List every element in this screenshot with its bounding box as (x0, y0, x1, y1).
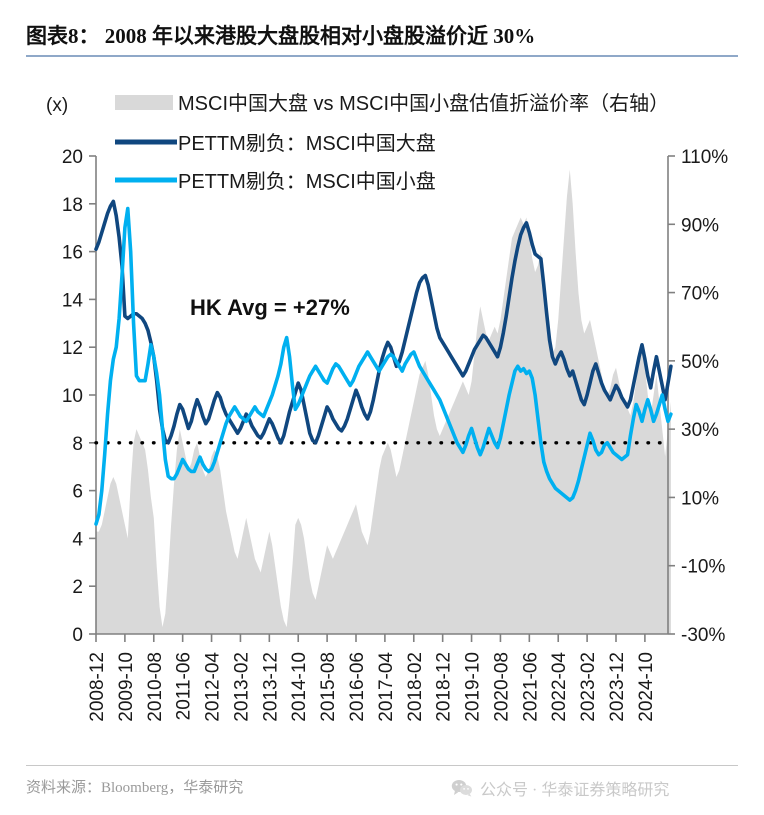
y2-axis-tick-label: -10% (681, 557, 725, 578)
x-axis-tick-label: 2023-02 (578, 652, 599, 722)
y-axis-tick-label: 12 (62, 338, 83, 359)
x-axis-tick-label: 2010-08 (145, 652, 166, 722)
annotation-hk-avg: HK Avg = +27% (190, 295, 350, 320)
page-title: 图表8： 2008 年以来港股大盘股相对小盘股溢价近 30% (26, 24, 536, 48)
x-axis-tick-label: 2023-12 (607, 652, 628, 722)
y-axis-tick-label: 4 (72, 529, 83, 550)
footer: 资料来源：Bloomberg，华泰研究 公众号 · 华泰证券策略研究 (26, 774, 738, 804)
y-unit-label: (x) (46, 95, 68, 116)
x-axis-tick-label: 2014-10 (289, 652, 310, 722)
x-axis-tick-label: 2020-08 (491, 652, 512, 722)
watermark: 公众号 · 华泰证券策略研究 (451, 776, 669, 800)
title-divider (26, 55, 738, 57)
y2-axis-tick-label: 10% (681, 488, 719, 509)
x-axis-tick-label: 2022-04 (549, 652, 570, 722)
legend-label: PETTM剔负：MSCI中国大盘 (178, 132, 436, 155)
y-axis-tick-label: 20 (62, 147, 83, 168)
x-axis-tick-label: 2021-06 (520, 652, 541, 722)
y-axis-tick-label: 16 (62, 243, 83, 264)
area-premium-discount (96, 169, 671, 634)
x-axis-tick-label: 2019-10 (463, 652, 484, 722)
y-axis-tick-label: 8 (72, 434, 83, 455)
x-axis-tick-label: 2018-02 (405, 652, 426, 722)
footer-divider (26, 765, 738, 766)
y2-axis-tick-label: 30% (681, 420, 719, 441)
watermark-text: 公众号 · 华泰证券策略研究 (480, 782, 670, 799)
legend-label: PETTM剔负：MSCI中国小盘 (178, 170, 436, 193)
x-axis-tick-label: 2012-04 (203, 652, 224, 722)
x-axis-tick-label: 2016-06 (347, 652, 368, 722)
y-axis-tick-label: 0 (72, 625, 83, 646)
wechat-icon (451, 779, 473, 797)
y2-axis-tick-label: 110% (681, 147, 728, 168)
x-axis-tick-label: 2013-02 (231, 652, 252, 722)
series-line-small-cap (94, 206, 673, 526)
x-axis-tick-label: 2018-12 (434, 652, 455, 722)
legend-label: MSCI中国大盘 vs MSCI中国小盘估值折溢价率（右轴） (178, 92, 669, 115)
line-area-chart: 0 2 4 6 8 10 12 14 16 18 20 -30% -10% 10% 30% 50% 70% 90%… (46, 92, 728, 722)
x-axis-tick-label: 2011-06 (174, 652, 195, 720)
y2-axis-tick-label: 50% (681, 352, 719, 373)
x-axis-tick-label: 2008-12 (87, 652, 108, 722)
source-text: 资料来源：Bloomberg，华泰研究 (26, 780, 244, 796)
y2-axis-tick-label: -30% (681, 625, 725, 646)
x-axis-tick-label: 2024-10 (636, 652, 657, 722)
y-axis-tick-label: 2 (72, 577, 83, 598)
x-axis-tick-label: 2017-04 (376, 652, 397, 722)
x-axis-tick-label: 2013-12 (260, 652, 281, 722)
y2-axis-tick-label: 70% (681, 284, 719, 305)
chart-container: 0 2 4 6 8 10 12 14 16 18 20 -30% -10% 10% 30% 50% 70% 90%… (0, 78, 764, 768)
y2-axis-tick-label: 90% (681, 215, 719, 236)
x-axis-tick-label: 2009-10 (116, 652, 137, 722)
series-line-large-cap (94, 199, 673, 445)
title-block: 图表8： 2008 年以来港股大盘股相对小盘股溢价近 30% (26, 22, 742, 57)
x-axis-tick-label: 2015-08 (318, 652, 339, 722)
y-axis-tick-label: 10 (62, 386, 83, 407)
y-axis-tick-label: 14 (62, 290, 84, 311)
legend-swatch-area (115, 95, 173, 110)
y-axis-tick-label: 6 (72, 482, 83, 503)
y-axis-tick-label: 18 (62, 195, 83, 216)
